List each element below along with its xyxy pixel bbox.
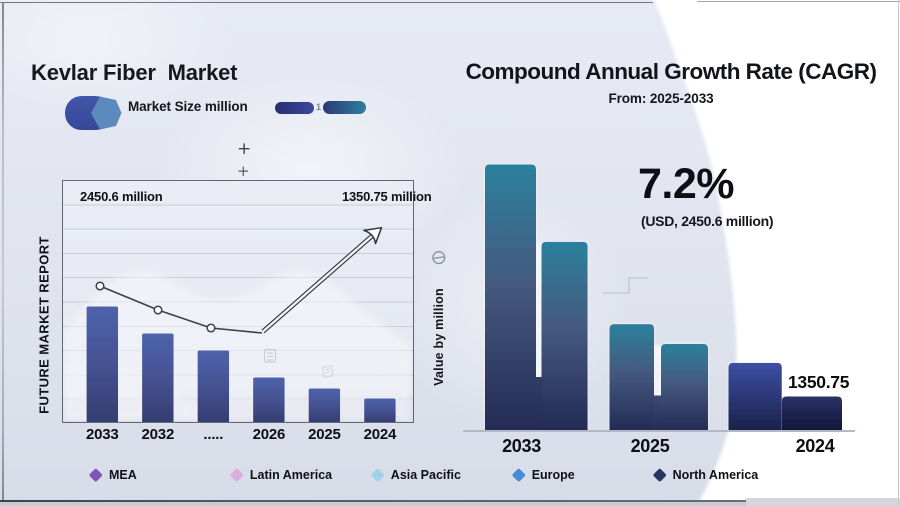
left-x-label-2024: 2024 <box>363 426 397 443</box>
page-title: Kevlar Fiber Market <box>31 60 238 85</box>
right-x-label-2025: 2025 <box>630 436 670 456</box>
right-chart-title: Compound Annual Growth Rate (CAGR) <box>465 59 877 84</box>
minus-circle-icon <box>432 251 446 265</box>
right-bar-slit-2033 <box>536 243 542 377</box>
cagr-note: (USD, 2450.6 million) <box>641 213 774 229</box>
right-chart-bar-annotation: 1350.75 <box>788 372 850 392</box>
legend-item-label: Latin America <box>249 467 333 482</box>
pill-left-shape <box>275 102 314 114</box>
photo-edge-bottom-white <box>746 498 900 506</box>
right-bar-b-2033 <box>541 241 588 431</box>
legend-item-label: Asia Pacific <box>390 467 461 482</box>
growth-arrow <box>261 226 383 334</box>
left-bar-2026 <box>253 377 285 423</box>
left-bar-2033 <box>86 306 119 423</box>
right-chart-subtitle: From: 2025-2033 <box>608 91 714 106</box>
left-x-label-2025: 2025 <box>308 426 341 443</box>
series-label: Market Size million <box>128 99 248 114</box>
photo-edge-left <box>2 1 4 505</box>
cagr-value: 7.2% <box>638 160 735 208</box>
legend-item-label: North America <box>672 467 759 482</box>
right-bar-a-2033 <box>485 164 536 431</box>
left-x-label-2026: 2026 <box>252 426 286 443</box>
right-x-label-2033: 2033 <box>502 436 541 456</box>
right-bar-group-2024 <box>728 362 842 431</box>
right-bar-group-2033 <box>485 164 588 431</box>
photo-edge-top-right <box>697 0 900 2</box>
right-bar-group-2025 <box>609 324 708 431</box>
right-bar-b-2025 <box>661 344 708 431</box>
photo-edge-top <box>0 1 653 4</box>
photo-edge-bottom-under <box>0 502 746 506</box>
photo-edge-right <box>897 0 900 506</box>
right-bar-bridge-2033 <box>535 377 543 431</box>
right-bar-bridge-2025 <box>653 395 662 431</box>
pill-right-shape <box>323 101 366 114</box>
legend-item-label: MEA <box>109 467 137 482</box>
left-x-label-.....: ..... <box>203 426 224 443</box>
left-bar-2024 <box>364 398 396 423</box>
pill-separator: 1 <box>315 102 321 112</box>
right-bar-a-2025 <box>609 324 654 431</box>
right-bar-a-2024 <box>728 362 782 431</box>
right-bar-slit-2025 <box>654 345 661 396</box>
right-bar-b-2024 <box>781 396 842 431</box>
cylinder-icon <box>65 96 122 130</box>
left-bar-..... <box>197 350 230 423</box>
left-bar-2025 <box>308 388 341 423</box>
left-chart-annotation-right: 1350.75 million <box>342 189 432 204</box>
step-bracket-decoration <box>603 277 648 294</box>
photo-edge-bottom <box>0 499 746 502</box>
right-x-label-2024: 2024 <box>795 436 835 456</box>
right-chart-axis-line <box>463 430 855 432</box>
legend-item-label: Europe <box>531 467 575 482</box>
plus-mark-2: + <box>237 162 250 180</box>
left-chart-annotation-left: 2450.6 million <box>80 189 163 204</box>
left-x-label-2033: 2033 <box>86 426 119 443</box>
trend-markers <box>95 281 216 333</box>
left-x-label-2032: 2032 <box>141 426 175 443</box>
plus-mark-1: + <box>237 139 252 159</box>
left-bar-2032 <box>142 333 174 423</box>
